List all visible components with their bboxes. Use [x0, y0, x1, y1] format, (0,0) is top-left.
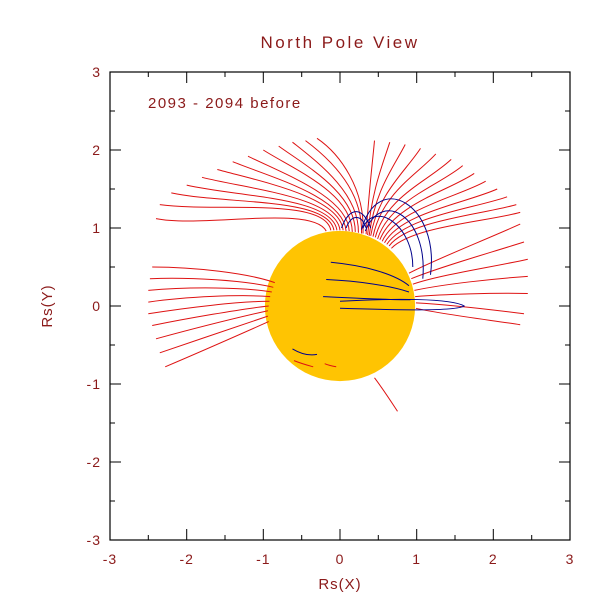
field-line [148, 300, 270, 315]
chart-annotation: 2093 - 2094 before [148, 95, 302, 112]
field-line [377, 165, 464, 240]
closed-field-lines [292, 198, 466, 356]
y-tick-label: -1 [87, 376, 101, 392]
x-tick-label: 1 [412, 551, 421, 567]
field-line [411, 241, 525, 280]
field-line [148, 287, 272, 293]
field-line [316, 137, 364, 234]
field-line [165, 321, 269, 368]
x-axis-label: Rs(X) [318, 576, 361, 593]
field-line [345, 217, 367, 229]
field-line [384, 188, 498, 244]
field-line [370, 148, 421, 236]
y-tick-label: -2 [87, 454, 101, 470]
field-line [152, 266, 275, 284]
field-line [292, 141, 359, 233]
y-tick-label: 3 [92, 64, 101, 80]
field-line [186, 184, 338, 231]
field-line [339, 298, 466, 311]
field-line [217, 169, 344, 231]
plot-area: -3 -2 -1 0 1 2 3 -3 -2 -1 0 1 2 3 [87, 64, 575, 567]
field-line [326, 279, 410, 293]
field-line [324, 363, 337, 368]
field-line [155, 217, 327, 232]
field-line [381, 180, 486, 242]
y-tick-label: 2 [92, 142, 101, 158]
field-line [149, 277, 274, 288]
field-line [159, 204, 332, 231]
field-line [293, 360, 314, 368]
x-tick-label: 3 [566, 551, 575, 567]
field-line [341, 211, 372, 229]
chart-title: North Pole View [260, 33, 419, 52]
field-line [152, 305, 269, 326]
field-line [374, 377, 398, 412]
field-line [415, 302, 525, 315]
field-line [159, 315, 269, 354]
axis-ticks [109, 71, 571, 541]
field-line [374, 159, 452, 238]
field-line [414, 275, 528, 291]
x-tick-label: -3 [103, 551, 117, 567]
field-line [148, 295, 271, 303]
field-line [278, 145, 356, 232]
field-line [263, 149, 353, 232]
field-line [330, 261, 410, 287]
field-line [367, 142, 391, 236]
open-field-lines [148, 137, 528, 412]
field-line [171, 192, 335, 231]
field-line [368, 144, 406, 236]
field-line [305, 140, 363, 234]
field-line [372, 153, 437, 237]
y-axis-label: Rs(Y) [39, 284, 56, 327]
x-tick-label: -2 [179, 551, 193, 567]
tick-labels: -3 -2 -1 0 1 2 3 -3 -2 -1 0 1 2 3 [87, 64, 575, 567]
y-tick-label: 0 [92, 298, 101, 314]
plot-frame [109, 71, 571, 541]
field-line [247, 155, 350, 232]
field-line [386, 196, 508, 245]
field-line [232, 161, 347, 232]
field-line [415, 307, 521, 326]
field-line [408, 223, 521, 274]
field-line [391, 211, 521, 249]
y-tick-label: -3 [87, 532, 101, 548]
field-line [379, 172, 475, 240]
field-line [361, 198, 432, 275]
field-line [388, 204, 517, 247]
solar-disk [264, 230, 416, 382]
field-line [412, 258, 528, 285]
x-tick-label: 2 [489, 551, 498, 567]
y-tick-label: 1 [92, 220, 101, 236]
x-tick-label: -1 [256, 551, 270, 567]
x-tick-label: 0 [336, 551, 345, 567]
field-line [155, 310, 269, 340]
field-line [292, 348, 318, 356]
field-line [415, 292, 528, 298]
field-line [201, 176, 341, 231]
field-line [364, 210, 424, 279]
